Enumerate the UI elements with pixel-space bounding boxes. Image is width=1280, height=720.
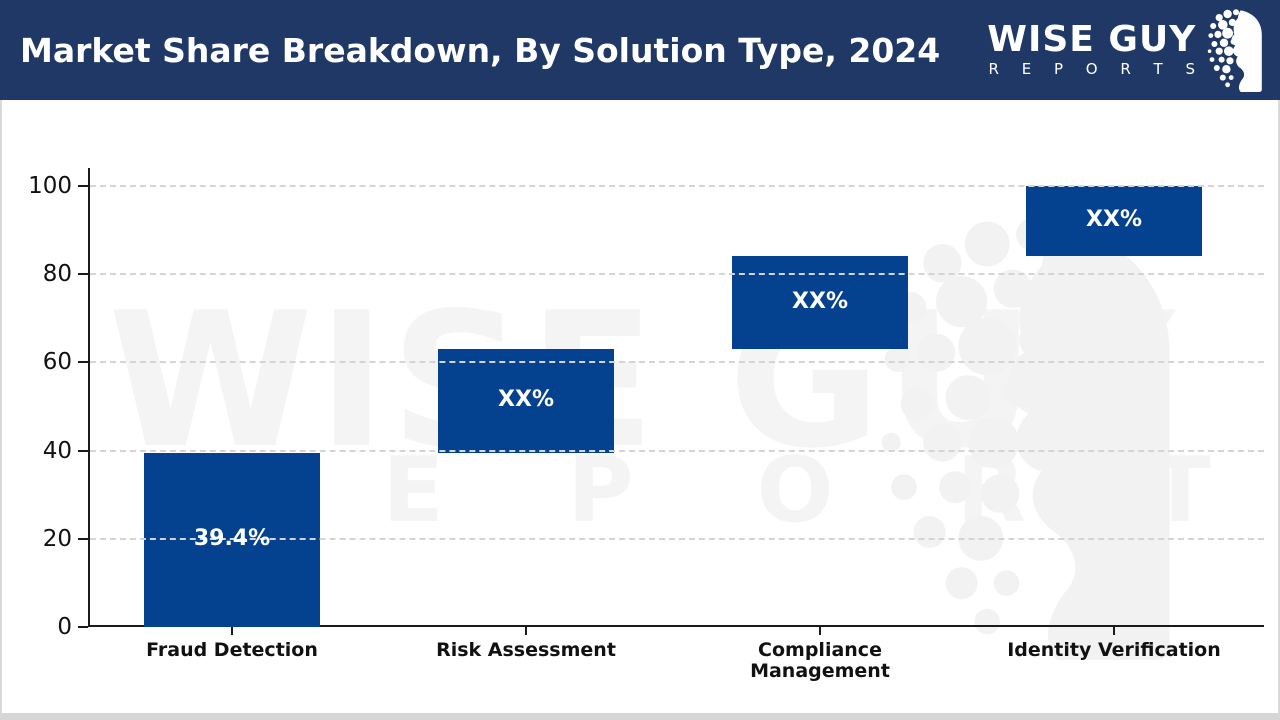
- gridline: [90, 273, 1264, 276]
- logo-head-icon: [1206, 7, 1266, 93]
- right-border: [1278, 100, 1280, 713]
- bar-value-label: XX%: [498, 387, 554, 413]
- gridline: [90, 449, 1264, 452]
- logo-text: WISE GUY R E P O R T S: [980, 21, 1204, 79]
- bottom-strip: [0, 713, 1280, 720]
- y-axis-tick: [78, 185, 88, 187]
- bar-value-label: 39.4%: [193, 526, 271, 552]
- gridline: [90, 185, 1264, 187]
- wise-guy-logo: WISE GUY R E P O R T S: [980, 7, 1266, 93]
- y-tick-label: 80: [42, 261, 72, 288]
- y-tick-label: 100: [28, 173, 72, 199]
- bar-segment: [144, 453, 320, 627]
- bar-value-label: XX%: [792, 288, 848, 314]
- left-border: [0, 100, 2, 713]
- bar-segment: [438, 349, 614, 454]
- x-axis-tick: [819, 627, 821, 635]
- y-axis-tick: [78, 626, 88, 628]
- y-axis-tick: [78, 537, 88, 540]
- waterfall-chart: 0 20 40 60 80 100 39.4% Fraud Detection XX% Risk …: [28, 168, 1264, 682]
- y-axis-tick: [78, 361, 88, 364]
- y-tick-label: 40: [42, 437, 72, 464]
- header-bar: Market Share Breakdown, By Solution Type…: [0, 0, 1280, 100]
- page-title: Market Share Breakdown, By Solution Type…: [20, 30, 941, 70]
- y-axis-tick: [78, 449, 88, 452]
- y-tick-label: 60: [42, 349, 72, 376]
- x-axis-tick: [525, 627, 527, 635]
- logo-line2: R E P O R T S: [988, 60, 1204, 78]
- category-label: Compliance Management: [750, 639, 890, 682]
- bar-value-label: XX%: [1086, 207, 1142, 233]
- category-label: Risk Assessment: [436, 639, 616, 661]
- y-axis-tick: [78, 273, 88, 276]
- gridline: [90, 537, 1264, 540]
- logo-line1: WISE GUY: [987, 19, 1197, 60]
- category-label: Identity Verification: [1007, 639, 1221, 661]
- y-tick-label: 0: [57, 614, 72, 640]
- category-label: Fraud Detection: [146, 639, 318, 661]
- y-tick-label: 20: [42, 525, 72, 552]
- gridline: [90, 361, 1264, 364]
- bar-segment: [732, 256, 908, 350]
- x-axis-tick: [231, 627, 233, 635]
- x-axis-tick: [1113, 627, 1115, 635]
